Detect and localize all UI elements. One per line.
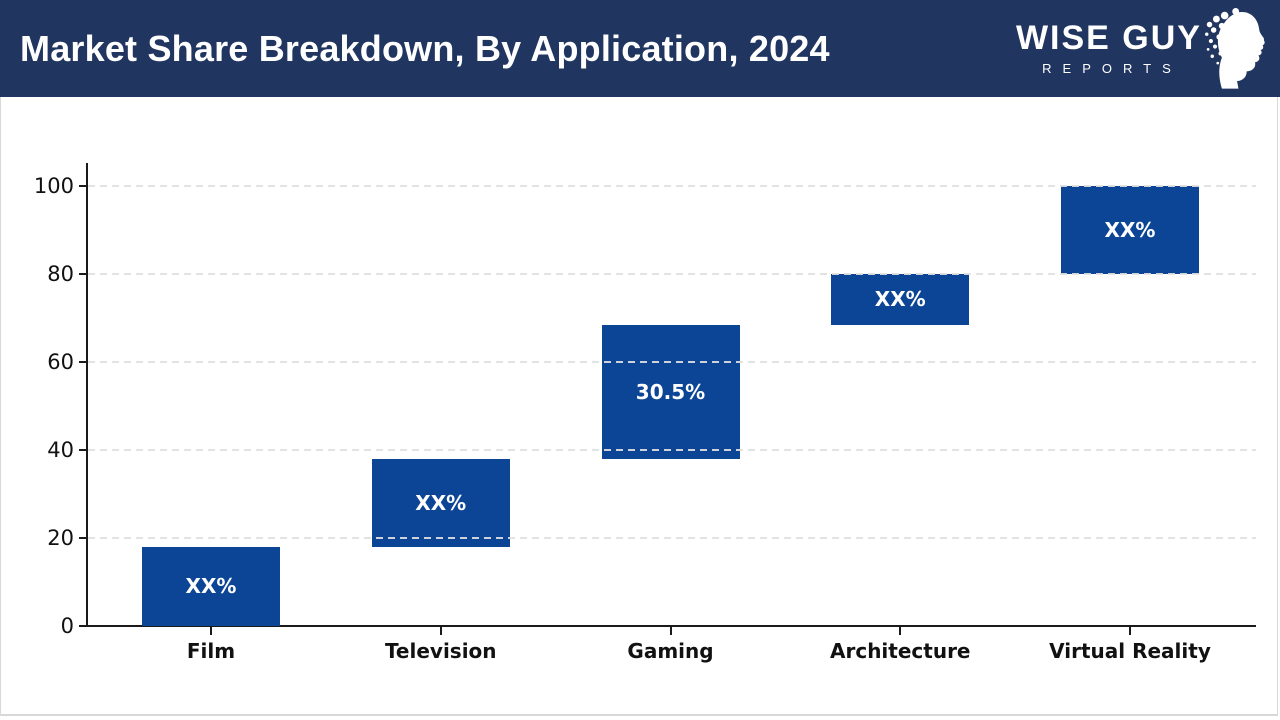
y-axis-label: 40	[47, 438, 74, 462]
logo-subtitle: REPORTS	[1042, 61, 1182, 76]
x-axis-label: Gaming	[627, 639, 714, 663]
y-tick	[79, 361, 86, 363]
bar-film	[142, 546, 280, 626]
y-tick	[79, 625, 86, 627]
y-axis-label: 20	[47, 526, 74, 550]
y-axis-label: 100	[33, 174, 74, 198]
y-axis-label: 0	[60, 614, 74, 638]
y-axis-label: 80	[47, 262, 74, 286]
y-tick	[79, 449, 86, 451]
y-axis-line	[86, 163, 88, 627]
y-tick	[79, 273, 86, 275]
x-axis-line	[86, 625, 1256, 627]
x-tick	[669, 627, 672, 635]
bar-gaming	[601, 324, 740, 459]
x-axis-label: Film	[186, 639, 236, 663]
y-tick	[79, 537, 86, 539]
bar-architecture	[831, 274, 970, 325]
x-tick	[210, 627, 212, 635]
x-tick	[1129, 627, 1131, 635]
x-axis-label: Architecture	[830, 639, 971, 663]
bar-value-label: XX%	[874, 287, 926, 312]
header-bar: Market Share Breakdown, By Application, …	[0, 0, 1280, 97]
gridline	[88, 449, 1256, 451]
bar-value-label: XX%	[415, 490, 467, 515]
x-tick	[439, 627, 442, 635]
x-tick	[899, 627, 902, 635]
gridline	[88, 185, 1256, 187]
bar-value-label: XX%	[1104, 218, 1156, 242]
wise-guy-reports-logo: WISE GUY REPORTS	[1016, 7, 1266, 90]
gridline	[88, 361, 1256, 363]
bar-virtual-reality	[1061, 186, 1199, 274]
bar-value-label: XX%	[185, 574, 237, 599]
x-axis-label: Virtual Reality	[1049, 639, 1211, 663]
logo-text: WISE GUY REPORTS	[1016, 21, 1202, 76]
x-axis-label: Television	[384, 639, 497, 663]
gridline	[88, 537, 1256, 539]
gridline	[88, 273, 1256, 275]
bar-value-label: 30.5%	[635, 379, 706, 404]
page-title: Market Share Breakdown, By Application, …	[20, 27, 830, 69]
y-axis-label: 60	[47, 350, 74, 374]
logo-face-icon	[1205, 7, 1265, 89]
y-tick	[79, 185, 86, 187]
logo-name: WISE GUY	[1015, 19, 1202, 57]
bar-television	[371, 458, 510, 547]
